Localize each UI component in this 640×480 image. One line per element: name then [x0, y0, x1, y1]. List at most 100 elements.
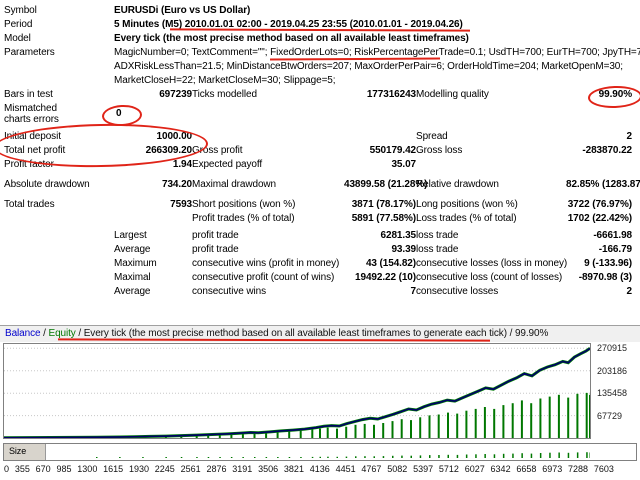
row-maximal-consecutive: Maximal consecutive profit (count of win…: [0, 271, 640, 285]
largest-profit-trade-label: profit trade: [192, 230, 239, 241]
row-total-trades: Total trades 7593 Short positions (won %…: [0, 198, 640, 212]
x-axis-tick: 1300: [77, 464, 98, 474]
row-mismatched-errors: Mismatched charts errors 0: [0, 102, 640, 126]
x-axis-tick: 2876: [206, 464, 227, 474]
parameters-line-2: ADXRiskLessThan=21.5; MinDistanceBtwOrde…: [114, 61, 623, 72]
gross-loss-value: -283870.22: [582, 145, 632, 156]
x-axis-tick: 1615: [103, 464, 124, 474]
row-period: Period 5 Minutes (M5) 2010.01.01 02:00 -…: [0, 18, 640, 32]
y-axis-label: 135458: [597, 388, 628, 399]
bars-in-test-value: 697239: [159, 89, 192, 100]
x-axis-tick: 355: [14, 464, 30, 474]
initial-deposit-label: Initial deposit: [4, 131, 61, 142]
symbol-value: EURUSDi (Euro vs US Dollar): [114, 5, 251, 16]
maximal-consecutive-loss-value: -8970.98 (3): [578, 272, 632, 283]
lot-size-strip: Size: [3, 443, 637, 461]
total-net-profit-value: 266309.20: [145, 145, 192, 156]
x-axis-tick: 6027: [464, 464, 485, 474]
gross-profit-label: Gross profit: [192, 145, 243, 156]
row-initial-deposit: Initial deposit 1000.00 Spread 2: [0, 130, 640, 144]
balance-chart-plot: [3, 343, 591, 439]
parameters-value: MagicNumber=0; TextComment=""; FixedOrde…: [114, 46, 640, 88]
x-axis-tick: 0: [4, 464, 10, 474]
ticks-modelled-label: Ticks modelled: [192, 89, 257, 100]
row-average-consecutive: Average consecutive wins 7 consecutive l…: [0, 285, 640, 299]
row-parameters: Parameters MagicNumber=0; TextComment=""…: [0, 46, 640, 88]
average-label: Average: [114, 244, 151, 255]
parameters-line-1: MagicNumber=0; TextComment=""; FixedOrde…: [114, 47, 640, 58]
x-axis-tick: 3821: [283, 464, 304, 474]
x-axis-tick: 7603: [593, 464, 614, 474]
avg-consecutive-wins-label: consecutive wins: [192, 286, 266, 297]
max-consecutive-losses-value: 9 (-133.96): [584, 258, 632, 269]
model-label: Model: [4, 33, 31, 44]
total-trades-value: 7593: [170, 199, 192, 210]
bars-in-test-label: Bars in test: [4, 89, 53, 100]
spread-label: Spread: [416, 131, 448, 142]
legend-equity: Equity: [48, 328, 76, 339]
x-axis-tick: 985: [56, 464, 72, 474]
profit-trades-value: 5891 (77.58%): [351, 213, 416, 224]
chart-legend-bar: Balance / Equity / Every tick (the most …: [0, 325, 640, 342]
max-consecutive-wins-label: consecutive wins (profit in money): [192, 258, 340, 269]
x-axis-tick: 3191: [232, 464, 253, 474]
absolute-drawdown-value: 734.20: [162, 179, 192, 190]
x-axis-tick: 7288: [568, 464, 589, 474]
period-label: Period: [4, 19, 33, 30]
maximal-drawdown-value: 43899.58 (21.28%): [344, 179, 428, 190]
period-value: 5 Minutes (M5) 2010.01.01 02:00 - 2019.0…: [114, 19, 463, 30]
modelling-quality-label: Modelling quality: [416, 89, 489, 100]
x-axis-tick: 5082: [387, 464, 408, 474]
largest-loss-trade-value: -6661.98: [593, 230, 632, 241]
row-maximum-consecutive: Maximum consecutive wins (profit in mone…: [0, 257, 640, 271]
average-loss-trade-label: loss trade: [416, 244, 459, 255]
row-symbol: Symbol EURUSDi (Euro vs US Dollar): [0, 4, 640, 18]
size-pane-label: Size: [4, 444, 46, 460]
model-value: Every tick (the most precise method base…: [114, 33, 469, 44]
mismatched-errors-value: 0: [116, 108, 122, 119]
largest-loss-trade-label: loss trade: [416, 230, 459, 241]
symbol-label: Symbol: [4, 5, 37, 16]
long-positions-value: 3722 (76.97%): [567, 199, 632, 210]
x-axis-tick: 5397: [413, 464, 434, 474]
x-axis-tick: 2561: [180, 464, 201, 474]
ticks-modelled-value: 177316243: [366, 89, 416, 100]
x-axis-tick: 6342: [490, 464, 511, 474]
short-positions-value: 3871 (78.17%): [351, 199, 416, 210]
y-axis-label: 203186: [597, 365, 628, 376]
balance-equity-chart: [4, 347, 590, 438]
initial-deposit-value: 1000.00: [156, 131, 193, 142]
loss-trades-label: Loss trades (% of total): [416, 213, 517, 224]
average-loss-trade-value: -166.79: [598, 244, 632, 255]
max-consecutive-wins-value: 43 (154.82): [365, 258, 416, 269]
avg-consecutive-losses-value: 2: [626, 286, 633, 297]
x-axis-tick: 1930: [128, 464, 149, 474]
row-profit-factor: Profit factor 1.94 Expected payoff 35.07: [0, 158, 640, 172]
row-drawdown: Absolute drawdown 734.20 Maximal drawdow…: [0, 178, 640, 192]
legend-model-text: / Every tick (the most precise method ba…: [75, 328, 549, 339]
total-net-profit-label: Total net profit: [4, 145, 66, 156]
x-axis-tick: 3506: [258, 464, 279, 474]
x-axis-tick: 2245: [154, 464, 175, 474]
long-positions-label: Long positions (won %): [416, 199, 518, 210]
gross-loss-label: Gross loss: [416, 145, 463, 156]
mismatched-errors-label: Mismatched charts errors: [4, 103, 59, 125]
avg-consecutive-wins-value: 7: [410, 286, 417, 297]
x-axis-tick: 4136: [309, 464, 330, 474]
parameters-label: Parameters: [4, 47, 55, 58]
x-axis-tick: 4451: [335, 464, 356, 474]
profit-factor-value: 1.94: [172, 159, 192, 170]
largest-profit-trade-value: 6281.35: [380, 230, 417, 241]
profit-trades-label: Profit trades (% of total): [192, 213, 295, 224]
avg-consecutive-losses-label: consecutive losses: [416, 286, 499, 297]
row-average-trade: Average profit trade 93.39 loss trade -1…: [0, 243, 640, 257]
loss-trades-value: 1702 (22.42%): [567, 213, 632, 224]
profit-factor-label: Profit factor: [4, 159, 54, 170]
y-axis-label: 270915: [597, 343, 628, 354]
x-axis-tick: 6658: [516, 464, 537, 474]
report-table: Symbol EURUSDi (Euro vs US Dollar) Perio…: [0, 4, 640, 299]
x-axis-tick: 6973: [542, 464, 563, 474]
gross-profit-value: 550179.42: [369, 145, 416, 156]
legend-separator: /: [40, 328, 49, 339]
